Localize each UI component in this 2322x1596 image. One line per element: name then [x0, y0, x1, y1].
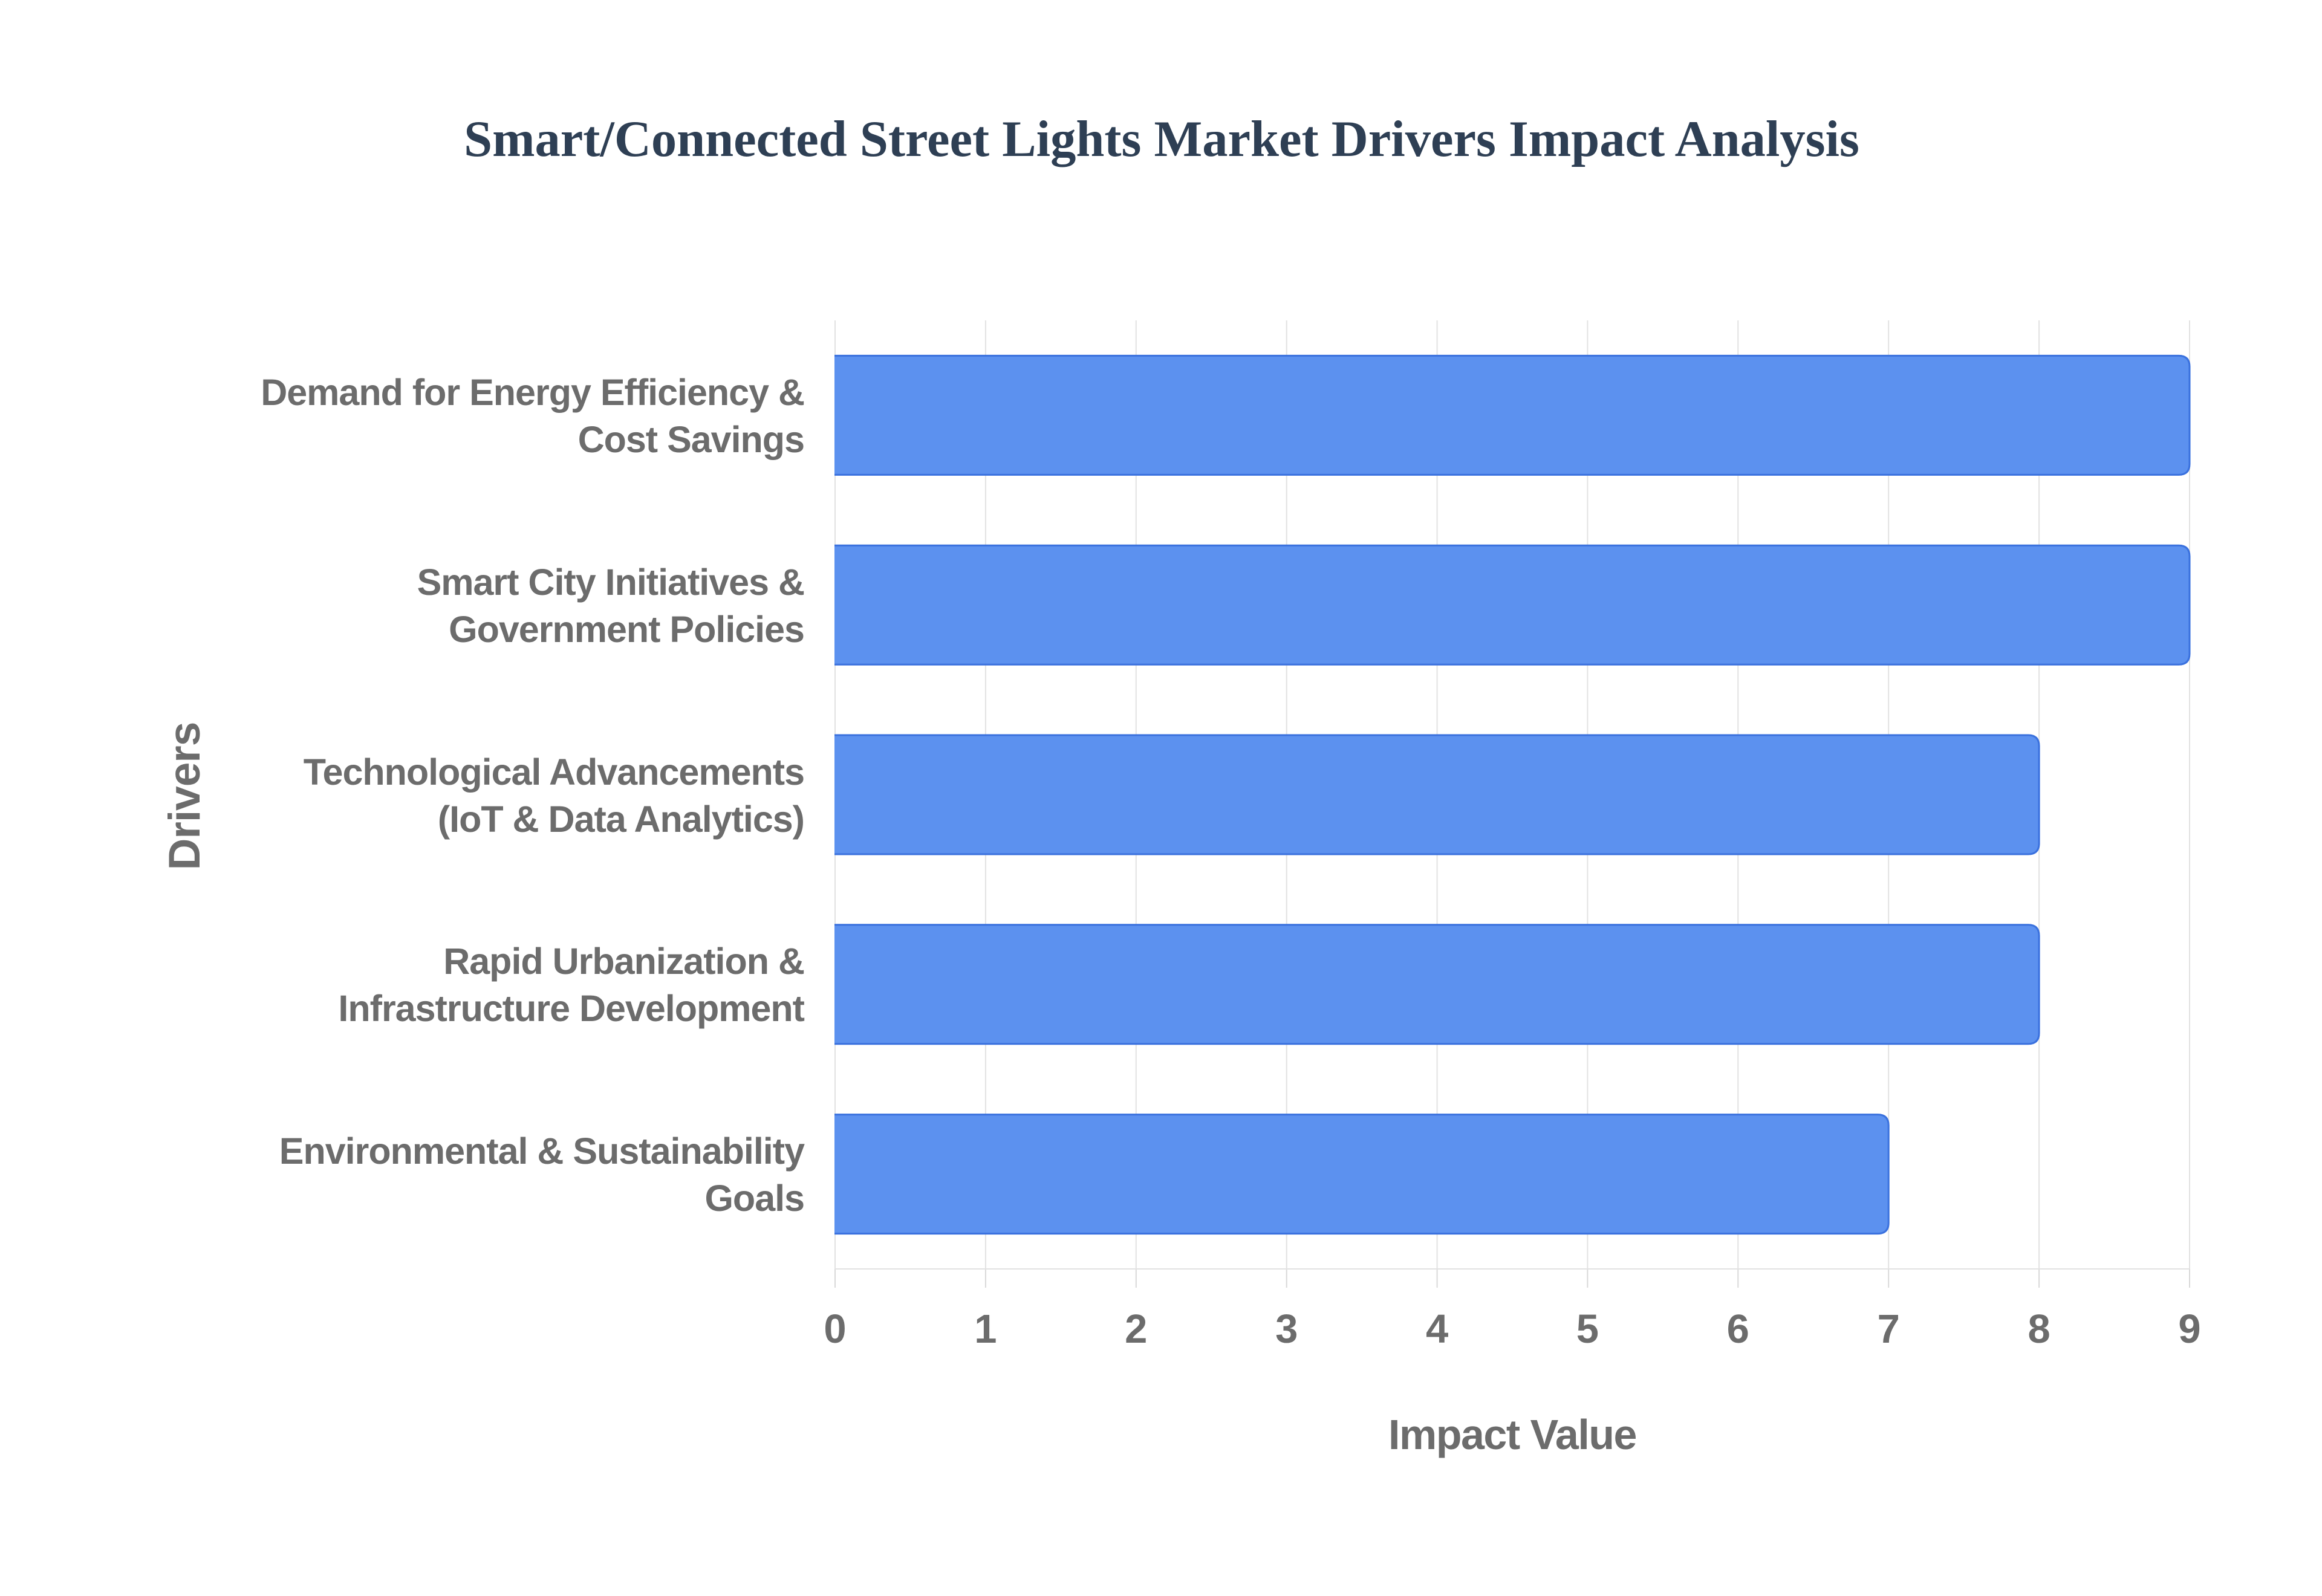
svg-text:Smart City Initiatives &: Smart City Initiatives & — [417, 562, 804, 603]
svg-text:Impact Value: Impact Value — [1388, 1411, 1636, 1458]
svg-text:Drivers: Drivers — [160, 722, 209, 871]
svg-text:1: 1 — [974, 1306, 997, 1352]
svg-text:Demand for Energy Efficiency &: Demand for Energy Efficiency & — [261, 372, 804, 413]
svg-text:Environmental & Sustainability: Environmental & Sustainability — [279, 1130, 805, 1172]
svg-text:Smart/Connected Street Lights: Smart/Connected Street Lights Market Dri… — [464, 111, 1859, 167]
svg-text:4: 4 — [1426, 1306, 1448, 1352]
svg-text:(IoT & Data Analytics): (IoT & Data Analytics) — [438, 799, 804, 840]
svg-text:7: 7 — [1878, 1306, 1900, 1352]
svg-text:Government Policies: Government Policies — [449, 609, 804, 650]
svg-text:6: 6 — [1727, 1306, 1749, 1352]
svg-text:8: 8 — [2028, 1306, 2050, 1352]
svg-text:Rapid Urbanization &: Rapid Urbanization & — [443, 941, 804, 982]
svg-text:5: 5 — [1576, 1306, 1599, 1352]
svg-text:0: 0 — [824, 1306, 846, 1352]
svg-text:Cost Savings: Cost Savings — [578, 419, 804, 460]
svg-text:9: 9 — [2178, 1306, 2200, 1352]
svg-text:2: 2 — [1125, 1306, 1147, 1352]
svg-text:3: 3 — [1275, 1306, 1298, 1352]
svg-text:Infrastructure Development: Infrastructure Development — [338, 988, 804, 1029]
svg-text:Goals: Goals — [704, 1178, 804, 1219]
svg-text:Technological Advancements: Technological Advancements — [304, 751, 804, 793]
